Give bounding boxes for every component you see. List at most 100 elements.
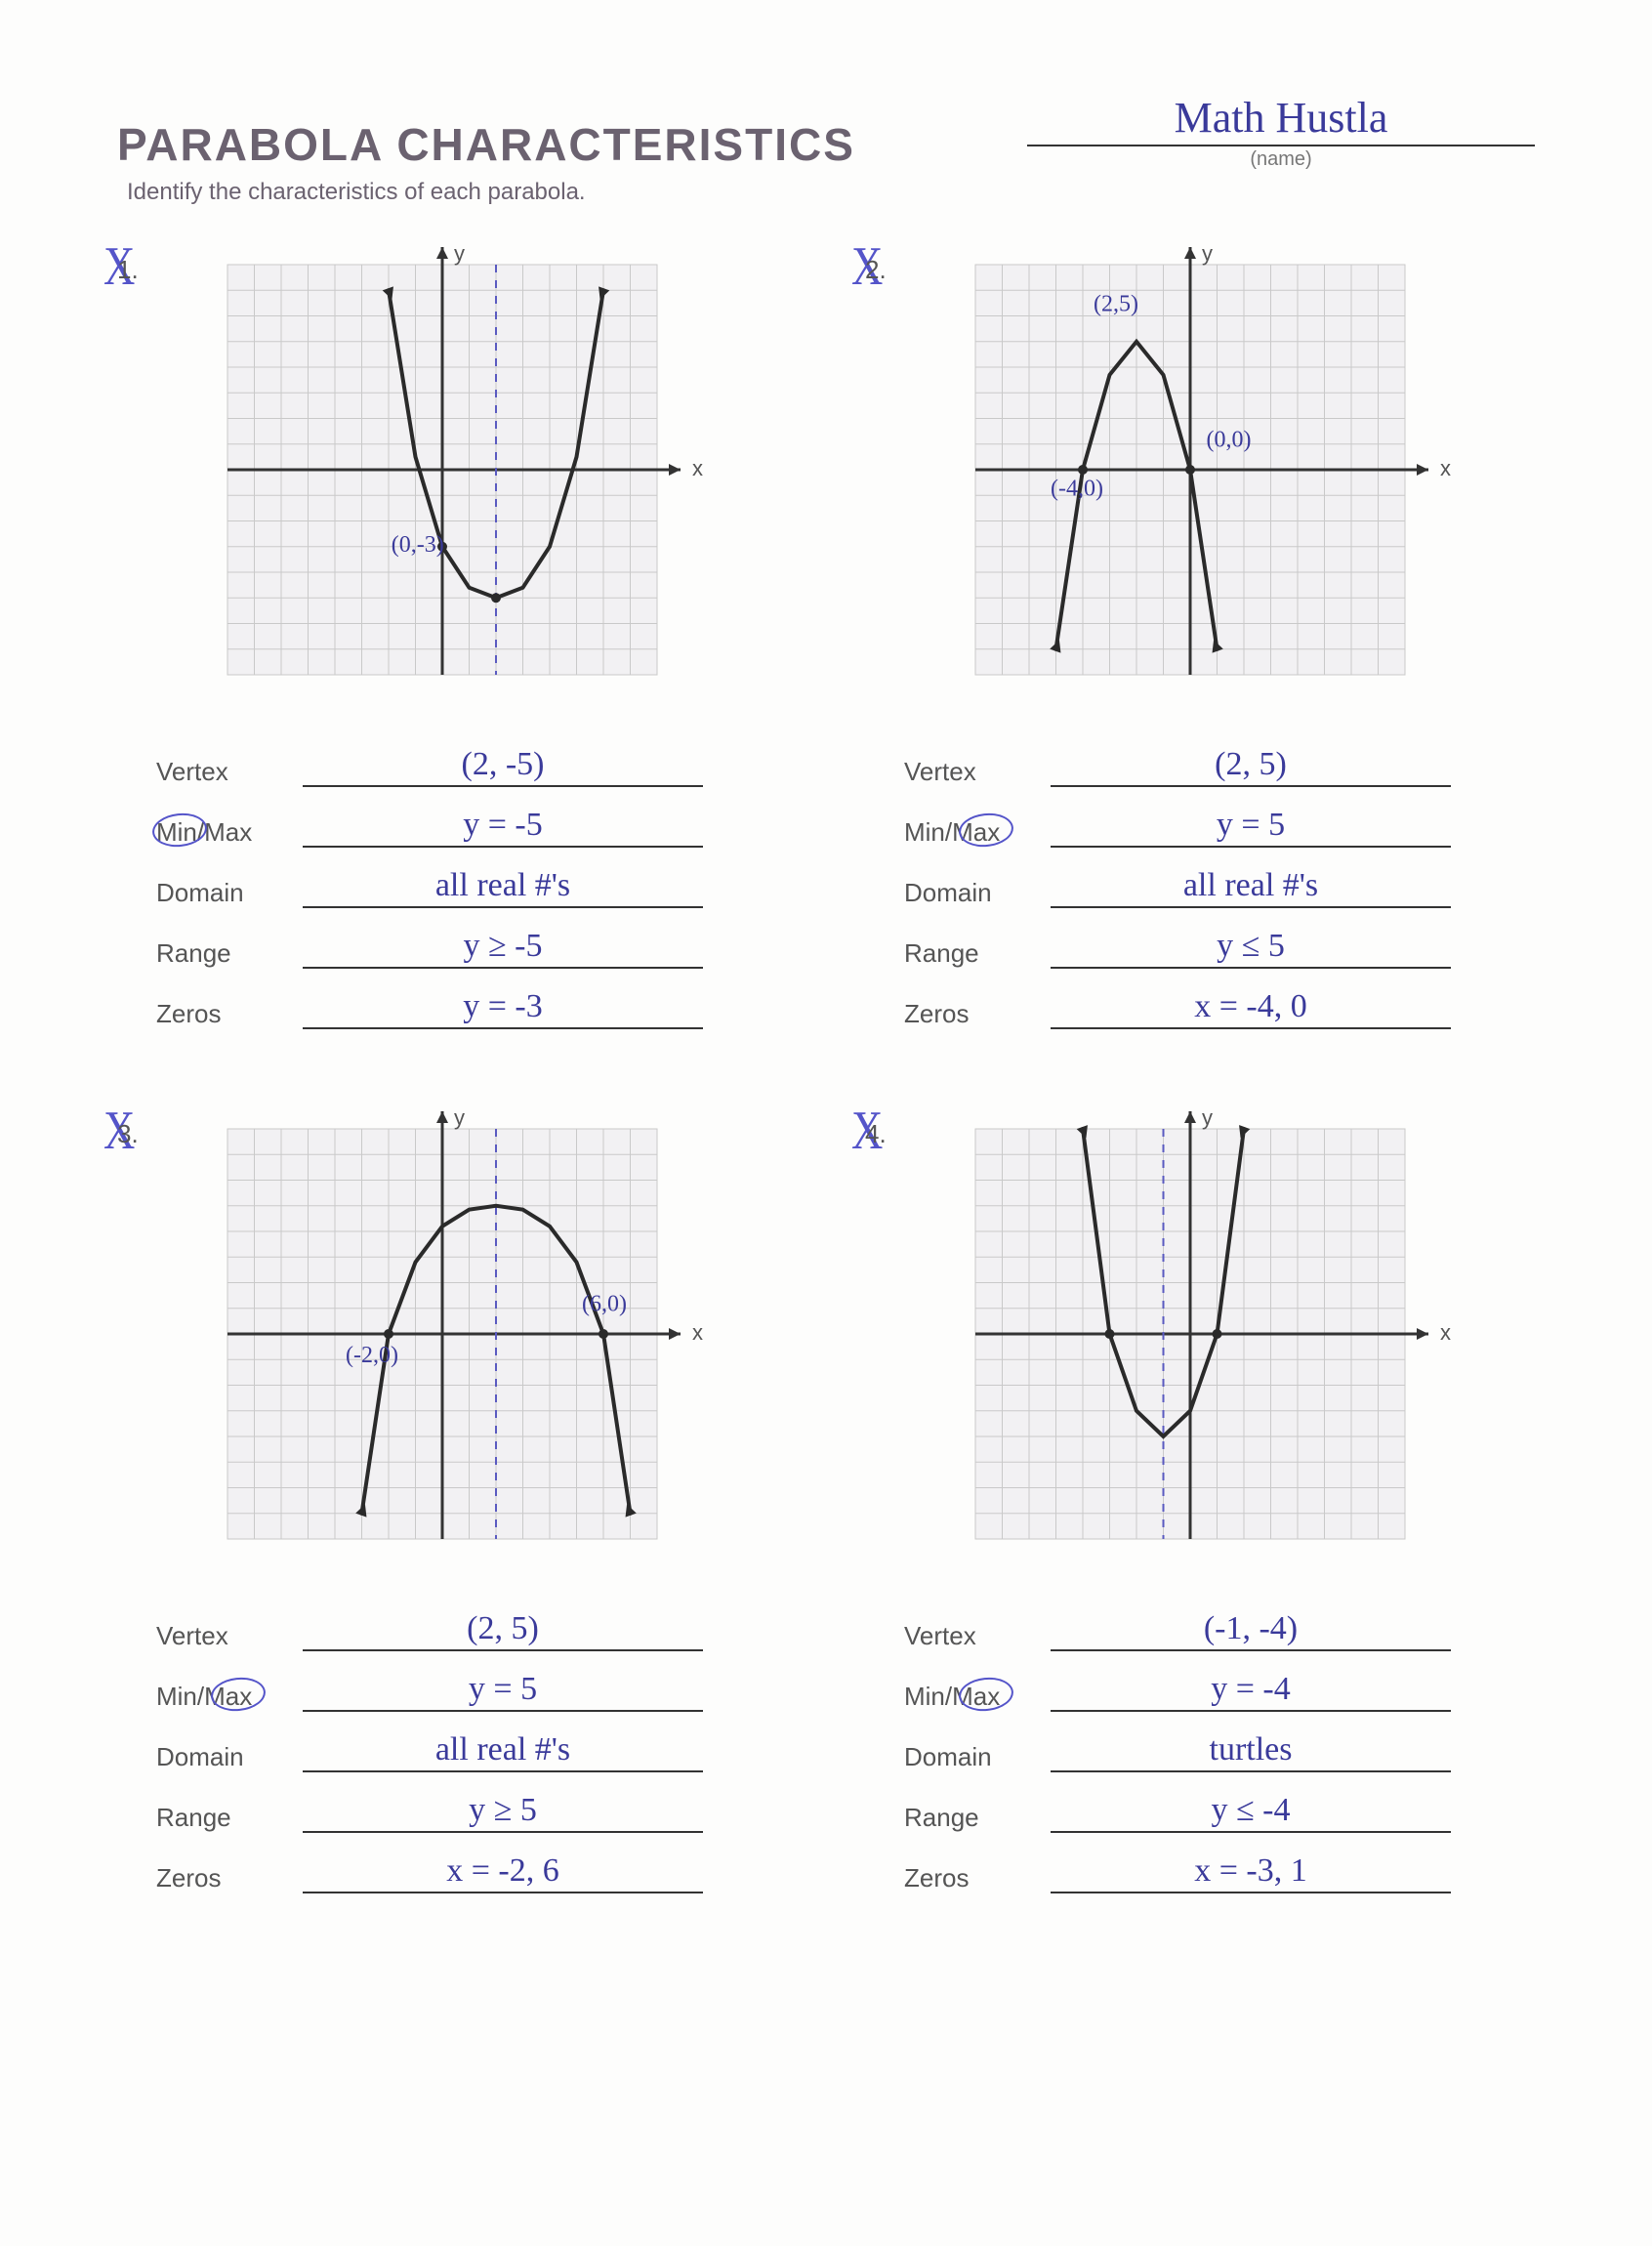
- field-label-domain: Domain: [904, 878, 1051, 908]
- fields: Vertex (2, 5) Min/Max y = 5 Domain all r…: [904, 738, 1451, 1029]
- field-row-minmax: Min/Max y = 5: [156, 1663, 703, 1712]
- name-line: Math Hustla: [1027, 98, 1535, 146]
- field-row-domain: Domain all real #'s: [904, 859, 1451, 908]
- field-row-range: Range y ≤ 5: [904, 920, 1451, 969]
- field-label-minmax: Min/Max: [904, 817, 1051, 848]
- field-label-minmax: Min/Max: [156, 1682, 303, 1712]
- field-value-wrap: y = -5: [303, 809, 703, 848]
- field-value-wrap: all real #'s: [303, 869, 703, 908]
- field-row-range: Range y ≤ -4: [904, 1784, 1451, 1833]
- field-label-domain: Domain: [156, 1742, 303, 1772]
- field-value-wrap: x = -2, 6: [303, 1854, 703, 1893]
- svg-text:y: y: [1202, 1105, 1213, 1130]
- worksheet-header: PARABOLA CHARACTERISTICS Math Hustla (na…: [117, 98, 1535, 171]
- field-row-zeros: Zeros x = -3, 1: [904, 1845, 1451, 1893]
- field-label-minmax: Min/Max: [156, 817, 303, 848]
- field-row-domain: Domain all real #'s: [156, 859, 703, 908]
- svg-text:(2,5): (2,5): [1094, 291, 1138, 316]
- problem-2: X2.xy(2,5)(0,0)(-4,0) Vertex (2, 5) Min/…: [865, 265, 1535, 1041]
- field-row-range: Range y ≥ -5: [156, 920, 703, 969]
- field-value-domain: all real #'s: [435, 867, 570, 904]
- fields: Vertex (-1, -4) Min/Max y = -4 Domain tu…: [904, 1602, 1451, 1893]
- field-value-wrap: y ≥ 5: [303, 1794, 703, 1833]
- circle-annotation: [957, 811, 1014, 850]
- field-row-zeros: Zeros x = -2, 6: [156, 1845, 703, 1893]
- problem-number: 3.: [117, 1119, 139, 1149]
- field-row-vertex: Vertex (2, -5): [156, 738, 703, 787]
- field-value-range: y ≤ 5: [1217, 928, 1285, 965]
- svg-text:(0,0): (0,0): [1207, 427, 1252, 452]
- field-value-range: y ≥ 5: [469, 1792, 537, 1829]
- field-label-vertex: Vertex: [904, 757, 1051, 787]
- field-value-wrap: x = -3, 1: [1051, 1854, 1451, 1893]
- field-row-minmax: Min/Max y = -5: [156, 799, 703, 848]
- graph-svg: xy(2,5)(0,0)(-4,0): [975, 265, 1464, 704]
- svg-text:y: y: [454, 241, 465, 266]
- svg-text:(-2,0): (-2,0): [346, 1343, 398, 1368]
- graph-svg: xy(-2,0)(6,0): [227, 1129, 716, 1568]
- field-value-vertex: (-1, -4): [1204, 1610, 1298, 1647]
- field-row-domain: Domain all real #'s: [156, 1724, 703, 1772]
- field-label-zeros: Zeros: [156, 1863, 303, 1893]
- field-value-wrap: y ≤ -4: [1051, 1794, 1451, 1833]
- graph-wrap: xy(0,-3): [227, 265, 716, 709]
- page-title: PARABOLA CHARACTERISTICS: [117, 118, 855, 171]
- problem-number: 4.: [865, 1119, 887, 1149]
- field-label-domain: Domain: [156, 878, 303, 908]
- field-value-wrap: y ≥ -5: [303, 930, 703, 969]
- field-value-zeros: y = -3: [463, 988, 543, 1025]
- field-value-wrap: y = 5: [1051, 809, 1451, 848]
- problem-number: 2.: [865, 255, 887, 285]
- field-label-zeros: Zeros: [904, 1863, 1051, 1893]
- fields: Vertex (2, 5) Min/Max y = 5 Domain all r…: [156, 1602, 703, 1893]
- field-label-domain: Domain: [904, 1742, 1051, 1772]
- circle-annotation: [150, 811, 208, 850]
- field-label-range: Range: [156, 938, 303, 969]
- field-label-range: Range: [904, 938, 1051, 969]
- svg-text:x: x: [692, 1320, 703, 1345]
- field-value-vertex: (2, -5): [462, 746, 545, 783]
- field-value-domain: all real #'s: [1183, 867, 1318, 904]
- field-value-wrap: (2, 5): [1051, 748, 1451, 787]
- problem-number: 1.: [117, 255, 139, 285]
- field-value-vertex: (2, 5): [1215, 746, 1287, 783]
- field-value-domain: all real #'s: [435, 1731, 570, 1768]
- fields: Vertex (2, -5) Min/Max y = -5 Domain all…: [156, 738, 703, 1029]
- field-label-zeros: Zeros: [904, 999, 1051, 1029]
- field-row-vertex: Vertex (2, 5): [904, 738, 1451, 787]
- field-row-zeros: Zeros x = -4, 0: [904, 980, 1451, 1029]
- field-value-wrap: (2, -5): [303, 748, 703, 787]
- field-value-wrap: y = -4: [1051, 1673, 1451, 1712]
- field-value-vertex: (2, 5): [467, 1610, 539, 1647]
- field-value-wrap: (2, 5): [303, 1612, 703, 1651]
- instructions: Identify the characteristics of each par…: [127, 179, 1535, 206]
- field-label-vertex: Vertex: [156, 1621, 303, 1651]
- svg-text:x: x: [692, 456, 703, 480]
- field-label-minmax: Min/Max: [904, 1682, 1051, 1712]
- field-row-vertex: Vertex (2, 5): [156, 1602, 703, 1651]
- field-row-vertex: Vertex (-1, -4): [904, 1602, 1451, 1651]
- field-value-domain: turtles: [1210, 1731, 1293, 1768]
- problem-4: X4.xy Vertex (-1, -4) Min/Max y = -4 Dom…: [865, 1129, 1535, 1905]
- field-label-zeros: Zeros: [156, 999, 303, 1029]
- field-row-minmax: Min/Max y = -4: [904, 1663, 1451, 1712]
- field-value-range: y ≥ -5: [464, 928, 543, 965]
- name-block: Math Hustla (name): [1027, 98, 1535, 171]
- name-caption: (name): [1027, 148, 1535, 171]
- student-name: Math Hustla: [1175, 93, 1388, 145]
- field-label-vertex: Vertex: [156, 757, 303, 787]
- field-value-wrap: y = -3: [303, 990, 703, 1029]
- problem-3: X3.xy(-2,0)(6,0) Vertex (2, 5) Min/Max y…: [117, 1129, 787, 1905]
- svg-text:(6,0): (6,0): [582, 1291, 627, 1316]
- problems-grid: X1.xy(0,-3) Vertex (2, -5) Min/Max y = -…: [117, 265, 1535, 1905]
- field-row-domain: Domain turtles: [904, 1724, 1451, 1772]
- svg-text:(-4,0): (-4,0): [1051, 476, 1103, 501]
- graph-svg: xy(0,-3): [227, 265, 716, 704]
- field-value-zeros: x = -2, 6: [446, 1852, 559, 1890]
- circle-annotation: [957, 1675, 1014, 1714]
- field-value-wrap: y ≤ 5: [1051, 930, 1451, 969]
- field-row-minmax: Min/Max y = 5: [904, 799, 1451, 848]
- field-value-zeros: x = -4, 0: [1194, 988, 1307, 1025]
- field-row-range: Range y ≥ 5: [156, 1784, 703, 1833]
- field-value-wrap: x = -4, 0: [1051, 990, 1451, 1029]
